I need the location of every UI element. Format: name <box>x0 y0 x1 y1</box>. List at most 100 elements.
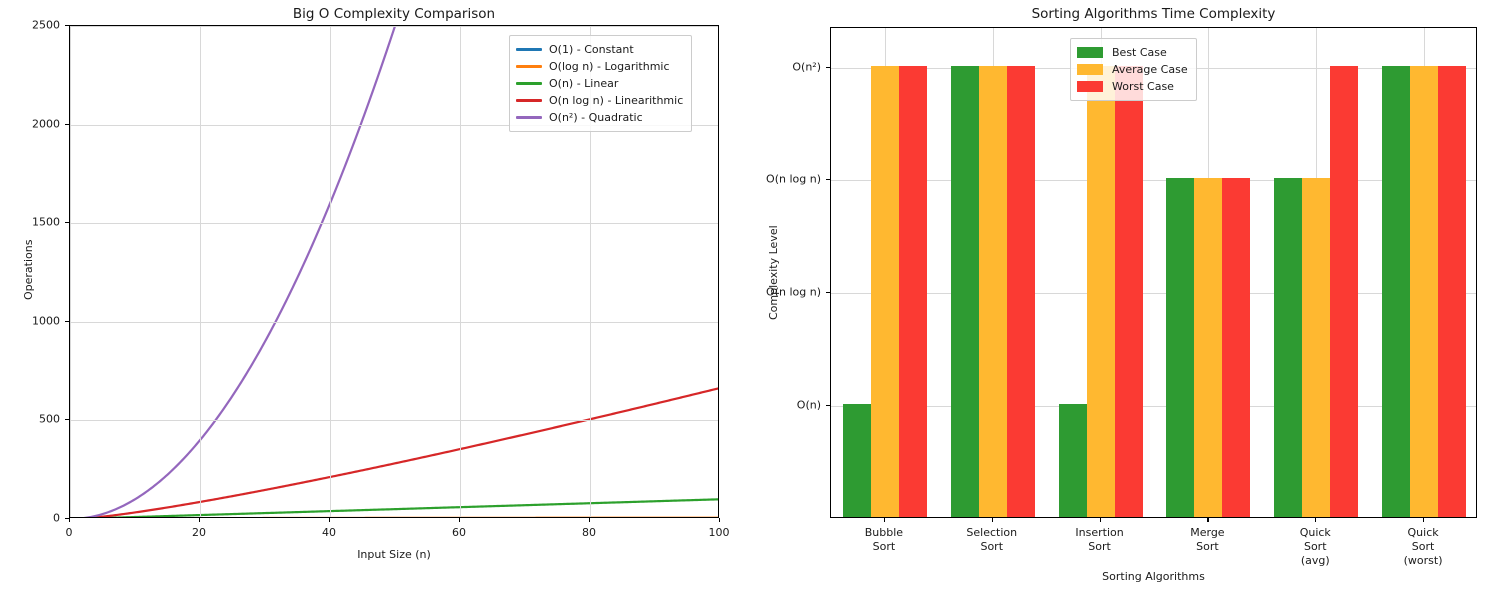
y-tick-mark <box>64 123 69 125</box>
x-tick-label-line: Selection <box>966 526 1018 539</box>
bar <box>1166 178 1195 517</box>
y-tick-mark <box>64 419 69 421</box>
legend-item[interactable]: O(log n) - Logarithmic <box>516 58 683 75</box>
x-tick-label: 40 <box>322 526 336 539</box>
x-tick-label-line: (avg) <box>1300 554 1330 567</box>
legend-item[interactable]: O(n²) - Quadratic <box>516 109 683 126</box>
legend-item[interactable]: O(1) - Constant <box>516 41 683 58</box>
bar <box>1222 178 1251 517</box>
x-tick-label: Quick Sort (worst) <box>1404 526 1443 568</box>
bar <box>842 404 871 517</box>
bar <box>1274 178 1303 517</box>
x-tick-mark <box>883 518 885 522</box>
left-chart-title: Big O Complexity Comparison <box>292 6 496 22</box>
x-tick-mark <box>199 518 201 522</box>
y-tick-mark <box>825 405 830 407</box>
x-tick-label: 20 <box>192 526 206 539</box>
x-tick-label-line: Sort <box>980 540 1004 553</box>
legend-color-line <box>516 82 542 85</box>
legend-item[interactable]: Average Case <box>1077 61 1188 78</box>
y-tick-mark <box>64 518 69 520</box>
left-chart-legend: O(1) - Constant O(log n) - Logarithmic O(n… <box>509 35 693 132</box>
y-tick-label: 1000 <box>32 314 60 328</box>
gridline <box>330 26 331 517</box>
y-tick-label: 0 <box>53 511 60 525</box>
x-tick-mark <box>991 518 993 522</box>
legend-label: O(n²) - Quadratic <box>549 111 643 124</box>
legend-item[interactable]: O(n) - Linear <box>516 75 683 92</box>
line-series <box>83 26 397 517</box>
line-series <box>89 387 718 517</box>
x-tick-label: 100 <box>708 526 730 539</box>
y-tick-label: 1500 <box>32 215 60 229</box>
bar <box>1006 65 1035 517</box>
bar <box>1330 65 1359 517</box>
legend-label: O(n log n) - Linearithmic <box>549 94 684 107</box>
gridline <box>831 293 1476 295</box>
gridline <box>70 26 718 27</box>
bar <box>1438 65 1467 517</box>
gridline <box>831 406 1476 408</box>
legend-label: O(n) - Linear <box>549 77 619 90</box>
bar <box>898 65 927 517</box>
y-tick-mark <box>825 292 830 294</box>
x-tick-mark <box>329 518 331 522</box>
right-chart-title: Sorting Algorithms Time Complexity <box>1031 6 1276 22</box>
right-chart-y-axis-label: Complexity Level <box>767 225 780 320</box>
gridline <box>70 223 718 225</box>
gridline <box>460 26 461 517</box>
y-tick-label: 500 <box>39 412 60 426</box>
x-tick-label: Insertion Sort <box>1075 526 1123 554</box>
left-chart-curves <box>83 26 718 517</box>
gridline <box>70 26 71 517</box>
x-tick-label-line: Sort <box>1303 540 1327 553</box>
legend-item[interactable]: Worst Case <box>1077 78 1188 95</box>
left-chart-panel: Big O Complexity Comparison Operations I… <box>22 6 730 561</box>
x-tick-mark <box>719 518 721 522</box>
x-tick-label: Bubble Sort <box>865 526 903 554</box>
gridline <box>200 26 201 517</box>
gridline <box>590 26 591 517</box>
x-tick-label: 80 <box>582 526 596 539</box>
y-tick-label: O(n) <box>796 398 821 412</box>
right-chart-legend: Best Case Average Case Worst Case <box>1070 38 1197 101</box>
y-tick-label: O(n log n) <box>766 285 821 299</box>
x-tick-label: Quick Sort (avg) <box>1300 526 1331 568</box>
bar <box>1086 65 1115 517</box>
x-tick-label: Merge Sort <box>1190 526 1224 554</box>
legend-label: Worst Case <box>1112 80 1174 93</box>
y-tick-label: O(n log n) <box>766 172 821 186</box>
x-tick-label-line: Sort <box>1088 540 1111 553</box>
y-tick-label: O(n²) <box>792 60 821 73</box>
y-tick-label: 2500 <box>32 18 60 32</box>
x-tick-mark <box>1207 518 1209 522</box>
x-tick-label-line: Bubble <box>864 526 904 539</box>
bar <box>1382 65 1411 517</box>
legend-color-line <box>516 48 542 51</box>
x-tick-mark <box>69 518 71 522</box>
y-tick-mark <box>64 222 69 224</box>
legend-color-line <box>516 65 542 68</box>
bar <box>1410 65 1439 517</box>
y-tick-mark <box>64 320 69 322</box>
legend-item[interactable]: Best Case <box>1077 44 1188 61</box>
bar <box>950 65 979 517</box>
bar <box>1194 178 1223 517</box>
bar <box>978 65 1007 517</box>
legend-label: Average Case <box>1112 63 1188 76</box>
legend-item[interactable]: O(n log n) - Linearithmic <box>516 92 683 109</box>
x-tick-label-line: Merge <box>1190 526 1225 539</box>
x-tick-label: Selection Sort <box>966 526 1017 554</box>
gridline <box>831 180 1476 182</box>
legend-label: O(log n) - Logarithmic <box>549 60 670 73</box>
right-chart-plot-area <box>830 27 1477 518</box>
x-tick-label-line: (worst) <box>1403 554 1443 567</box>
gridline <box>70 321 718 323</box>
legend-color-line <box>516 99 542 102</box>
x-tick-mark <box>1423 518 1425 522</box>
x-tick-mark <box>459 518 461 522</box>
x-tick-mark <box>1099 518 1101 522</box>
y-tick-mark <box>825 179 830 181</box>
legend-label: O(1) - Constant <box>549 43 634 56</box>
